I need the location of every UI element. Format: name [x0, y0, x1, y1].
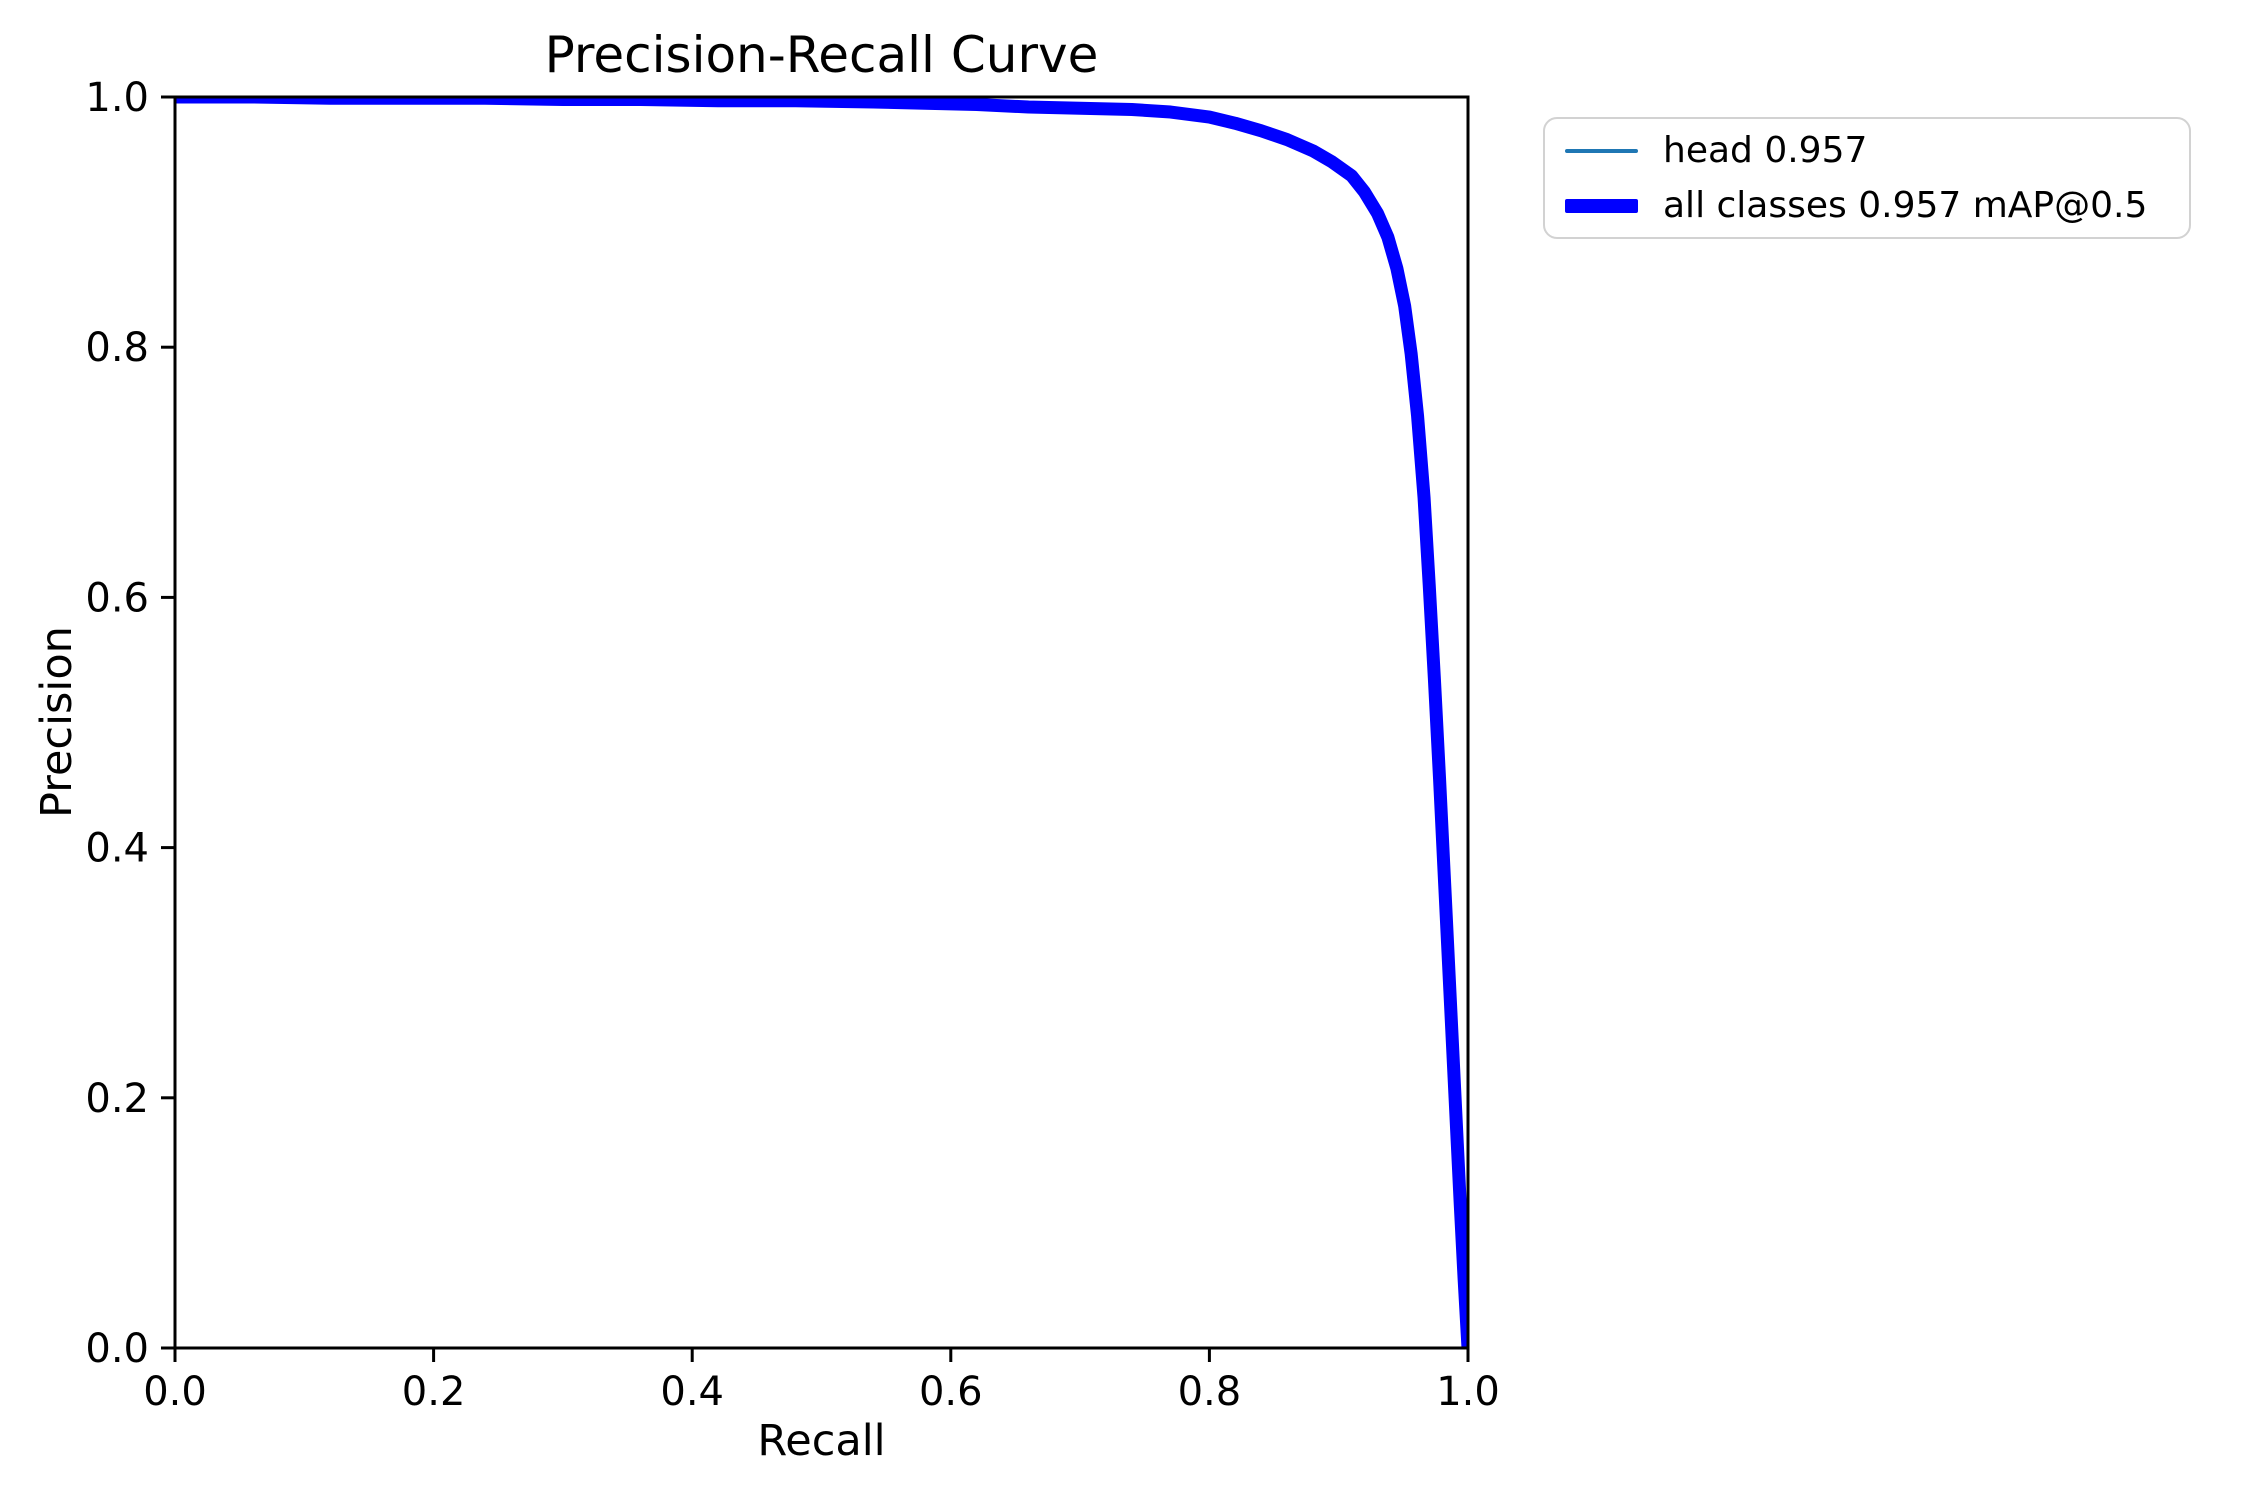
x-tick-label: 1.0 — [1436, 1369, 1500, 1415]
x-tick-label: 0.6 — [919, 1369, 983, 1415]
y-axis-label: Precision — [32, 626, 82, 818]
y-tick-label: 1.0 — [85, 75, 149, 121]
legend-line-sample-head — [1565, 148, 1638, 153]
y-tick-label: 0.0 — [85, 1326, 149, 1372]
legend-item-head: head 0.957 — [1565, 130, 2189, 171]
x-axis-label: Recall — [757, 1416, 886, 1466]
legend-label-all-classes: all classes 0.957 mAP@0.5 — [1663, 185, 2148, 226]
y-tick-label: 0.4 — [85, 826, 149, 872]
legend-line-sample-all-classes — [1565, 198, 1638, 213]
axes-border — [173, 95, 1470, 1350]
x-tick-label: 0.4 — [660, 1369, 724, 1415]
x-tick-label: 0.8 — [1178, 1369, 1242, 1415]
x-tick-label: 0.2 — [402, 1369, 466, 1415]
legend-label-head: head 0.957 — [1663, 130, 1868, 171]
y-tick-label: 0.8 — [85, 325, 149, 371]
legend: head 0.957 all classes 0.957 mAP@0.5 — [1543, 117, 2191, 239]
y-tick-label: 0.6 — [85, 575, 149, 621]
legend-item-all-classes: all classes 0.957 mAP@0.5 — [1565, 185, 2189, 226]
chart-title: Precision-Recall Curve — [544, 26, 1099, 84]
y-tick-label: 0.2 — [85, 1076, 149, 1122]
curve-all-classes — [175, 97, 1468, 1348]
x-tick-label: 0.0 — [143, 1369, 207, 1415]
curve-head — [175, 97, 1468, 1348]
